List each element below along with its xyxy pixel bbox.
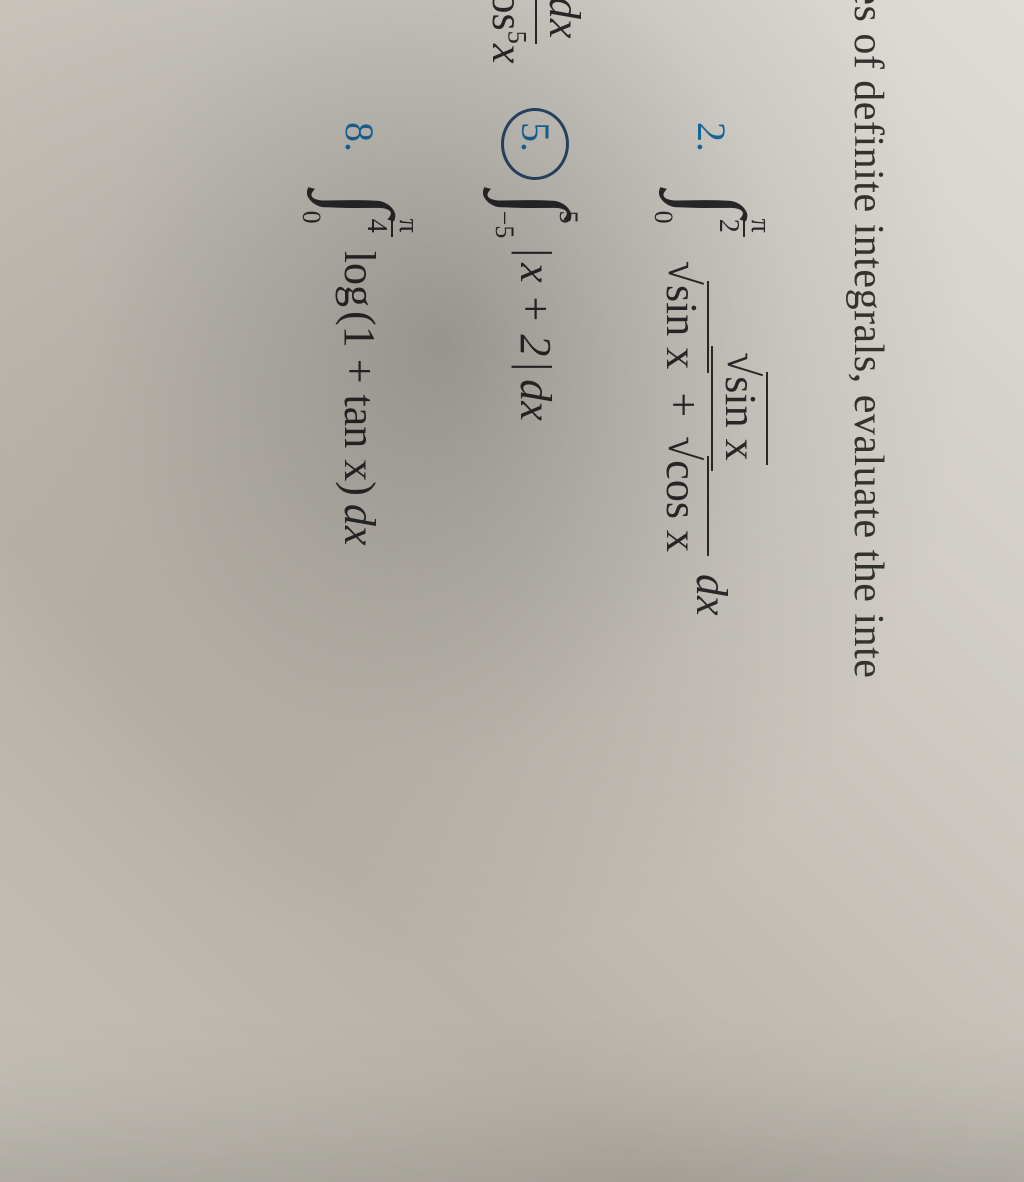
sqrt-den1: √ sin x xyxy=(656,261,709,374)
sqrt-den2: √ cos x xyxy=(656,436,709,556)
upper-limit: π 2 xyxy=(714,211,774,241)
left-margin-fragment-3: tx xyxy=(335,0,386,122)
plus-sign: + xyxy=(659,392,708,417)
page-surface: ties of definite integrals, evaluate the… xyxy=(0,0,1024,1182)
integral-limits: π 4 0 xyxy=(298,211,422,241)
paren-close: ) xyxy=(335,481,386,496)
cos-text: cos xyxy=(483,0,532,31)
problem-row-2: 2. ∫ π 2 0 xyxy=(650,0,774,1062)
left-frac-den: cos5x xyxy=(482,0,535,69)
problem-number-8: 8. xyxy=(337,122,384,172)
upper-limit: 5 xyxy=(555,211,581,239)
problem-row-5: dx cos5x 5. ∫ 5 −5 | x + 2 | dx xyxy=(482,0,590,1062)
lower-limit: 0 xyxy=(650,211,676,241)
abs-bar-open: | xyxy=(511,248,562,257)
left-margin-fragment-2: dx cos5x xyxy=(482,0,590,122)
upper-limit: π 4 xyxy=(362,211,422,241)
log-function: log xyxy=(335,251,386,307)
upper-den: 4 xyxy=(362,215,391,237)
integral-limits: π 2 0 xyxy=(650,211,774,241)
integrand-fraction: √ sin x √ sin x + √ cos x xyxy=(656,255,768,562)
integrand-numerator: √ sin x xyxy=(711,346,768,471)
integral-sign-block: ∫ π 2 0 xyxy=(650,192,774,251)
upper-den: 2 xyxy=(714,215,743,237)
problem-number-5-circled: 5. xyxy=(513,122,560,172)
left-frac: dx cos5x xyxy=(482,0,590,69)
sqrt-den2-body: cos x xyxy=(656,456,709,556)
integrand-denominator: √ sin x + √ cos x xyxy=(656,255,711,562)
left-frac-num: dx xyxy=(535,0,590,44)
problem-8-expression: ∫ π 4 0 log ( 1 + tan x ) dx xyxy=(298,192,422,545)
problem-number-2: 2. xyxy=(689,122,736,172)
upper-num: π xyxy=(391,215,422,237)
log-argument: 1 + tan x xyxy=(335,326,386,482)
integral-sign-block: ∫ π 4 0 xyxy=(298,192,422,251)
paren-open: ( xyxy=(335,311,386,326)
sqrt-num: √ sin x xyxy=(715,352,768,465)
lower-limit: 0 xyxy=(298,211,324,241)
sqrt-den1-body: sin x xyxy=(656,281,709,373)
problem-5-expression: ∫ 5 −5 | x + 2 | dx xyxy=(491,192,581,421)
differential-dx: dx xyxy=(335,504,386,546)
upper-num: π xyxy=(743,215,774,237)
abs-expression: x + 2 xyxy=(511,263,562,356)
content-region: ties of definite integrals, evaluate the… xyxy=(238,0,892,1062)
var-x: x xyxy=(483,44,532,64)
sqrt-num-body: sin x xyxy=(715,372,768,464)
differential-dx: dx xyxy=(687,574,738,616)
abs-bar-close: | xyxy=(511,362,562,371)
upper-limit-fraction: π 4 xyxy=(362,215,422,237)
page-header-fragment: ties of definite integrals, evaluate the… xyxy=(844,0,892,1062)
integral-sign-block: ∫ 5 −5 xyxy=(491,192,581,248)
integral-limits: 5 −5 xyxy=(491,211,581,239)
upper-limit-fraction: π 2 xyxy=(714,215,774,237)
problem-2-expression: ∫ π 2 0 √ xyxy=(650,192,774,615)
lower-limit: −5 xyxy=(491,211,517,239)
exp-5: 5 xyxy=(503,31,533,44)
differential-dx: dx xyxy=(511,379,562,421)
problem-row-8: tx 8. ∫ π 4 0 log ( xyxy=(298,0,422,1062)
